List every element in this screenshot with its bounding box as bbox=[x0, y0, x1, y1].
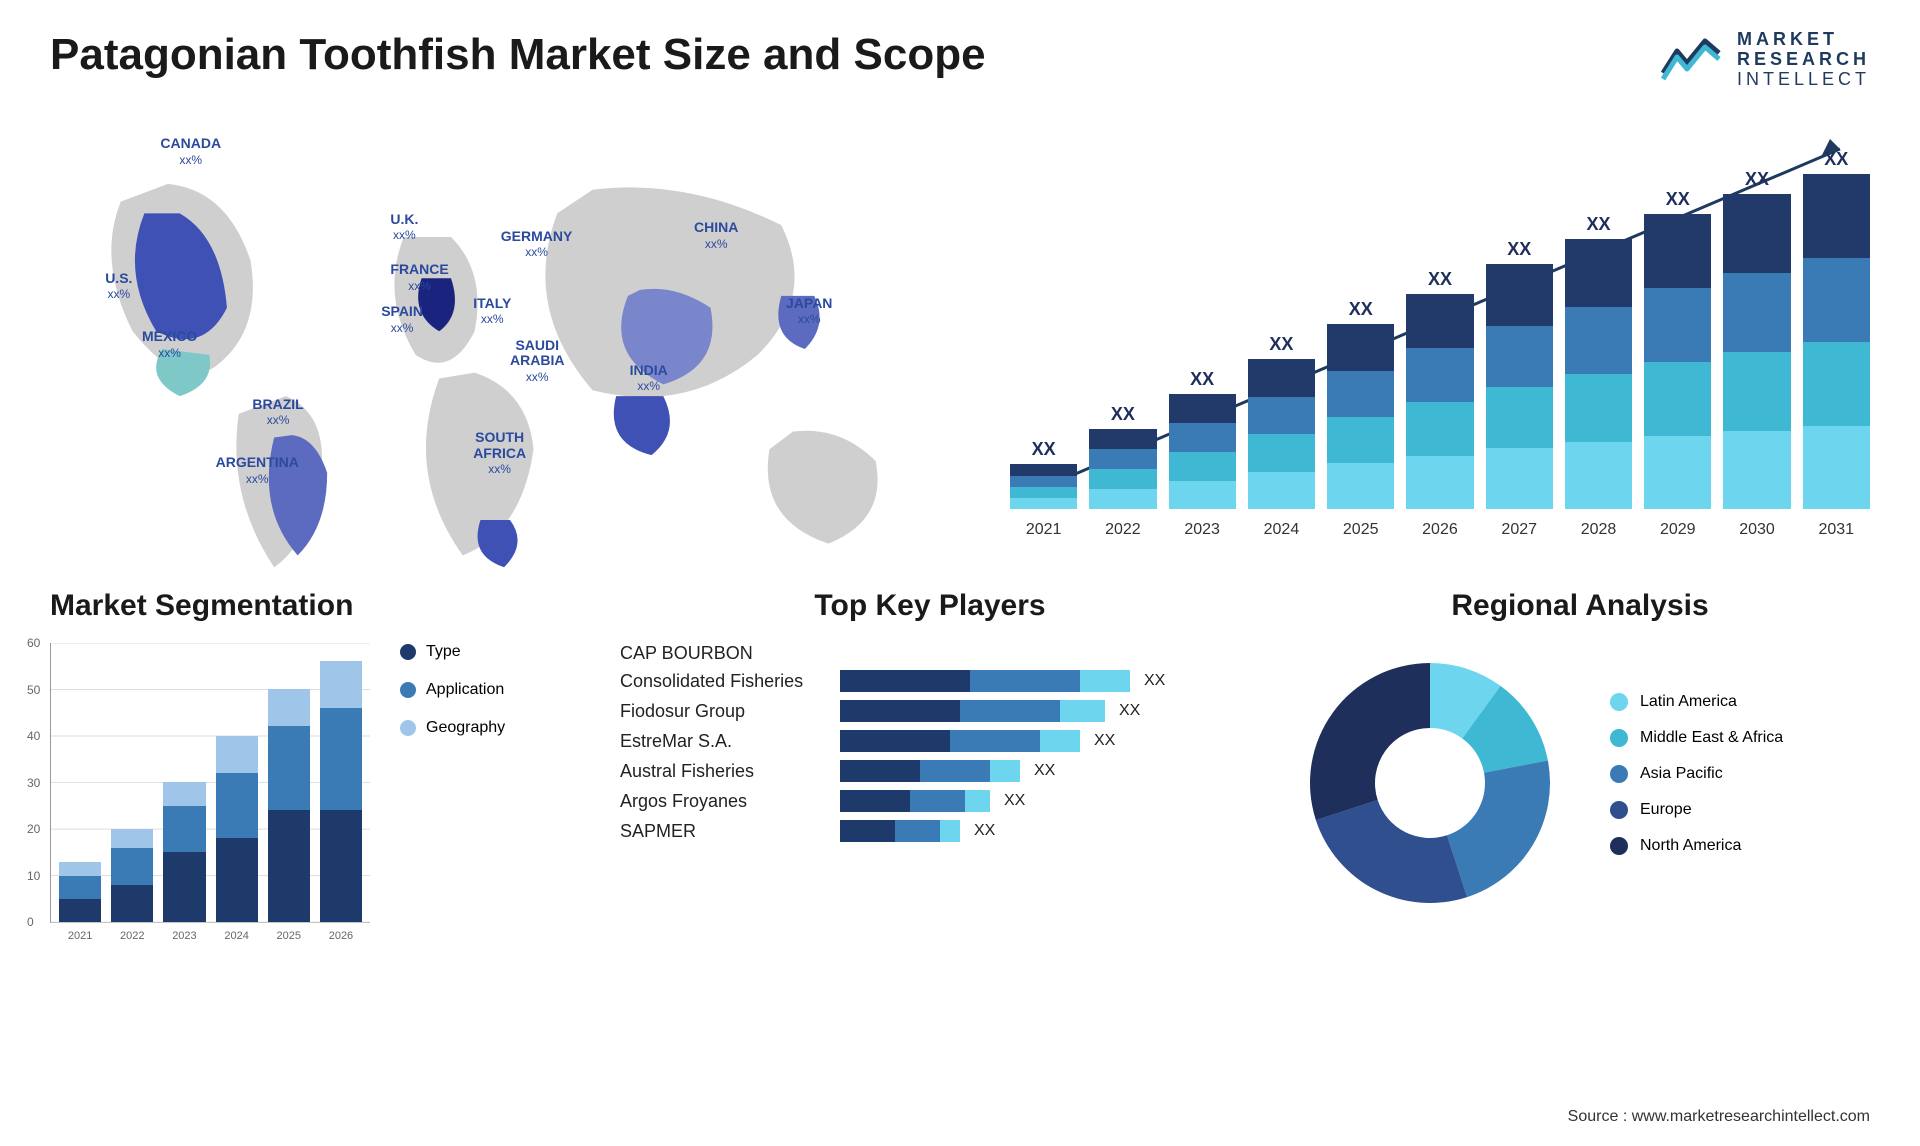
map-country-label: CHINAxx% bbox=[694, 220, 738, 251]
map-country-label: GERMANYxx% bbox=[501, 229, 573, 260]
key-player-row: EstreMar S.A.XX bbox=[620, 730, 1240, 752]
segmentation-bar bbox=[216, 736, 258, 923]
legend-item: Geography bbox=[400, 719, 505, 737]
segmentation-bar bbox=[59, 862, 101, 923]
legend-item: North America bbox=[1610, 837, 1783, 855]
legend-item: Middle East & Africa bbox=[1610, 729, 1783, 747]
key-player-row: Austral FisheriesXX bbox=[620, 760, 1240, 782]
growth-chart: XXXXXXXXXXXXXXXXXXXXXX 20212022202320242… bbox=[1010, 119, 1870, 539]
map-country-label: U.K.xx% bbox=[390, 212, 418, 243]
key-player-row: Fiodosur GroupXX bbox=[620, 700, 1240, 722]
logo-text-1: MARKET bbox=[1737, 30, 1870, 50]
brand-logo: MARKET RESEARCH INTELLECT bbox=[1661, 30, 1870, 89]
legend-item: Asia Pacific bbox=[1610, 765, 1783, 783]
growth-bar: XX bbox=[1089, 404, 1156, 509]
legend-item: Application bbox=[400, 681, 505, 699]
growth-bar: XX bbox=[1406, 269, 1473, 509]
map-country-label: ARGENTINAxx% bbox=[216, 455, 299, 486]
map-country-label: MEXICOxx% bbox=[142, 329, 197, 360]
map-country-label: BRAZILxx% bbox=[252, 397, 303, 428]
legend-item: Type bbox=[400, 643, 505, 661]
segmentation-chart: 0102030405060 202120222023202420252026 bbox=[50, 643, 370, 923]
world-map: CANADAxx% U.S.xx% MEXICOxx% BRAZILxx% ARGENT… bbox=[50, 119, 970, 539]
segmentation-legend: Type Application Geography bbox=[400, 643, 505, 923]
map-country-label: U.S.xx% bbox=[105, 271, 132, 302]
growth-bar: XX bbox=[1010, 439, 1077, 509]
map-country-label: FRANCExx% bbox=[390, 262, 448, 293]
growth-bar: XX bbox=[1248, 334, 1315, 509]
growth-bar: XX bbox=[1803, 149, 1870, 509]
key-players-header: CAP BOURBON bbox=[620, 643, 1240, 664]
map-country-label: SOUTHAFRICAxx% bbox=[473, 430, 526, 476]
segmentation-bar bbox=[320, 661, 362, 922]
map-country-label: SPAINxx% bbox=[381, 304, 423, 335]
map-country-label: CANADAxx% bbox=[160, 136, 221, 167]
legend-item: Europe bbox=[1610, 801, 1783, 819]
regional-title: Regional Analysis bbox=[1290, 589, 1870, 623]
map-country-label: INDIAxx% bbox=[630, 363, 668, 394]
key-player-row: SAPMERXX bbox=[620, 820, 1240, 842]
regional-donut-chart bbox=[1290, 643, 1570, 923]
growth-bar: XX bbox=[1169, 369, 1236, 509]
key-player-row: Consolidated FisheriesXX bbox=[620, 670, 1240, 692]
map-country-label: JAPANxx% bbox=[786, 296, 832, 327]
growth-bar: XX bbox=[1327, 299, 1394, 509]
growth-bar: XX bbox=[1723, 169, 1790, 509]
map-country-label: ITALYxx% bbox=[473, 296, 511, 327]
segmentation-bar bbox=[111, 829, 153, 922]
legend-item: Latin America bbox=[1610, 693, 1783, 711]
regional-legend: Latin America Middle East & Africa Asia Pa… bbox=[1610, 693, 1783, 873]
page-title: Patagonian Toothfish Market Size and Sco… bbox=[50, 30, 986, 80]
segmentation-bar bbox=[163, 782, 205, 922]
map-country-label: SAUDIARABIAxx% bbox=[510, 338, 564, 384]
key-player-row: Argos FroyanesXX bbox=[620, 790, 1240, 812]
growth-bar: XX bbox=[1644, 189, 1711, 509]
segmentation-bar bbox=[268, 689, 310, 922]
key-players-panel: Top Key Players CAP BOURBON Consolidated… bbox=[620, 589, 1240, 923]
growth-bar: XX bbox=[1486, 239, 1553, 509]
growth-bar: XX bbox=[1565, 214, 1632, 509]
regional-panel: Regional Analysis Latin America Middle Ea… bbox=[1290, 589, 1870, 923]
source-attribution: Source : www.marketresearchintellect.com bbox=[1568, 1108, 1870, 1126]
segmentation-panel: Market Segmentation 0102030405060 202120… bbox=[50, 589, 570, 923]
logo-text-3: INTELLECT bbox=[1737, 70, 1870, 90]
logo-text-2: RESEARCH bbox=[1737, 50, 1870, 70]
logo-icon bbox=[1661, 33, 1725, 86]
